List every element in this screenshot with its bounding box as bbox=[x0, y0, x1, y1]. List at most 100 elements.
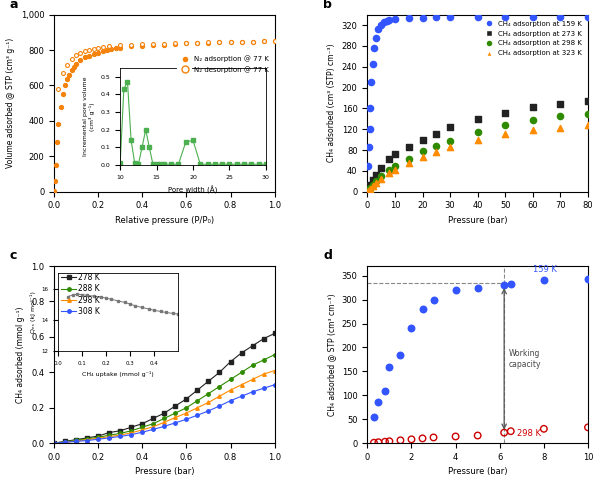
Point bbox=[364, 186, 374, 194]
Point bbox=[379, 19, 389, 26]
Point bbox=[369, 413, 379, 421]
298 K bbox=[83, 437, 91, 443]
308 K bbox=[271, 382, 278, 388]
Point bbox=[365, 182, 375, 189]
Point bbox=[364, 144, 374, 151]
Point bbox=[364, 187, 374, 194]
Point bbox=[473, 115, 482, 123]
Point bbox=[500, 131, 510, 138]
Point bbox=[364, 185, 374, 193]
Point bbox=[418, 136, 427, 144]
298 K bbox=[216, 393, 223, 399]
288 K bbox=[116, 431, 124, 436]
X-axis label: Pressure (bar): Pressure (bar) bbox=[134, 468, 194, 476]
Legend: CH₄ adsorption at 159 K, CH₄ adsorption at 273 K, CH₄ adsorption at 298 K, CH₄ a: CH₄ adsorption at 159 K, CH₄ adsorption … bbox=[479, 18, 584, 59]
298 K bbox=[260, 371, 267, 377]
Legend: N₂ adsorption @ 77 K, N₂ desorption @ 77 K: N₂ adsorption @ 77 K, N₂ desorption @ 77… bbox=[175, 53, 271, 75]
278 K bbox=[271, 331, 278, 337]
308 K bbox=[116, 433, 124, 439]
Y-axis label: CH₄ adsorbed (cm³ (STP) cm⁻³): CH₄ adsorbed (cm³ (STP) cm⁻³) bbox=[327, 44, 336, 163]
Point bbox=[390, 162, 400, 169]
308 K bbox=[260, 385, 267, 391]
278 K bbox=[139, 421, 146, 427]
278 K bbox=[95, 433, 102, 439]
288 K bbox=[227, 376, 234, 382]
Point bbox=[418, 153, 427, 161]
298 K bbox=[238, 382, 245, 388]
308 K bbox=[172, 420, 179, 426]
278 K bbox=[50, 440, 58, 446]
288 K bbox=[139, 424, 146, 430]
Point bbox=[445, 137, 455, 145]
278 K bbox=[205, 378, 212, 384]
Point bbox=[429, 296, 439, 303]
Point bbox=[364, 187, 373, 194]
298 K bbox=[73, 438, 80, 444]
298 K bbox=[194, 405, 201, 411]
Point bbox=[418, 434, 427, 442]
308 K bbox=[61, 439, 68, 445]
Point bbox=[418, 147, 427, 155]
298 K bbox=[172, 414, 179, 420]
Point bbox=[431, 142, 441, 150]
Text: Working
capacity: Working capacity bbox=[509, 349, 541, 369]
278 K bbox=[83, 435, 91, 441]
Point bbox=[500, 121, 510, 129]
288 K bbox=[260, 357, 267, 363]
Point bbox=[418, 14, 427, 21]
Point bbox=[364, 186, 373, 194]
288 K bbox=[73, 437, 80, 443]
288 K bbox=[95, 434, 102, 440]
Point bbox=[368, 60, 377, 68]
Text: b: b bbox=[323, 0, 332, 11]
X-axis label: Pressure (bar): Pressure (bar) bbox=[448, 468, 508, 476]
278 K bbox=[161, 410, 168, 416]
Point bbox=[368, 183, 377, 190]
308 K bbox=[216, 403, 223, 409]
298 K bbox=[227, 387, 234, 393]
298 K bbox=[249, 376, 256, 382]
Point bbox=[404, 144, 413, 151]
Point bbox=[371, 34, 380, 42]
Point bbox=[374, 398, 383, 406]
288 K bbox=[205, 391, 212, 396]
Point bbox=[390, 150, 400, 158]
298 K bbox=[128, 430, 135, 436]
Text: d: d bbox=[323, 249, 332, 262]
Y-axis label: CH₄ adsorbed (mmol g⁻¹): CH₄ adsorbed (mmol g⁻¹) bbox=[16, 306, 25, 403]
278 K bbox=[172, 403, 179, 409]
308 K bbox=[106, 435, 113, 441]
Point bbox=[500, 13, 510, 21]
308 K bbox=[161, 423, 168, 429]
Point bbox=[376, 175, 386, 183]
Point bbox=[376, 165, 386, 172]
278 K bbox=[73, 437, 80, 443]
Point bbox=[499, 281, 509, 289]
Point bbox=[431, 148, 441, 156]
Point bbox=[407, 435, 416, 443]
298 K bbox=[205, 399, 212, 405]
Point bbox=[365, 105, 375, 112]
288 K bbox=[183, 405, 190, 411]
Point bbox=[528, 126, 538, 134]
Point bbox=[506, 427, 515, 435]
Point bbox=[385, 437, 394, 445]
Point bbox=[380, 438, 390, 446]
288 K bbox=[106, 432, 113, 438]
288 K bbox=[194, 398, 201, 404]
308 K bbox=[205, 408, 212, 414]
Point bbox=[369, 439, 379, 447]
Point bbox=[500, 109, 510, 116]
308 K bbox=[95, 436, 102, 442]
298 K bbox=[61, 439, 68, 445]
278 K bbox=[260, 336, 267, 341]
Point bbox=[473, 136, 482, 144]
Point bbox=[365, 185, 375, 193]
278 K bbox=[116, 428, 124, 434]
288 K bbox=[128, 428, 135, 434]
Point bbox=[385, 16, 394, 24]
308 K bbox=[149, 427, 157, 432]
Point bbox=[382, 17, 391, 25]
Point bbox=[556, 13, 565, 21]
Point bbox=[445, 13, 455, 21]
